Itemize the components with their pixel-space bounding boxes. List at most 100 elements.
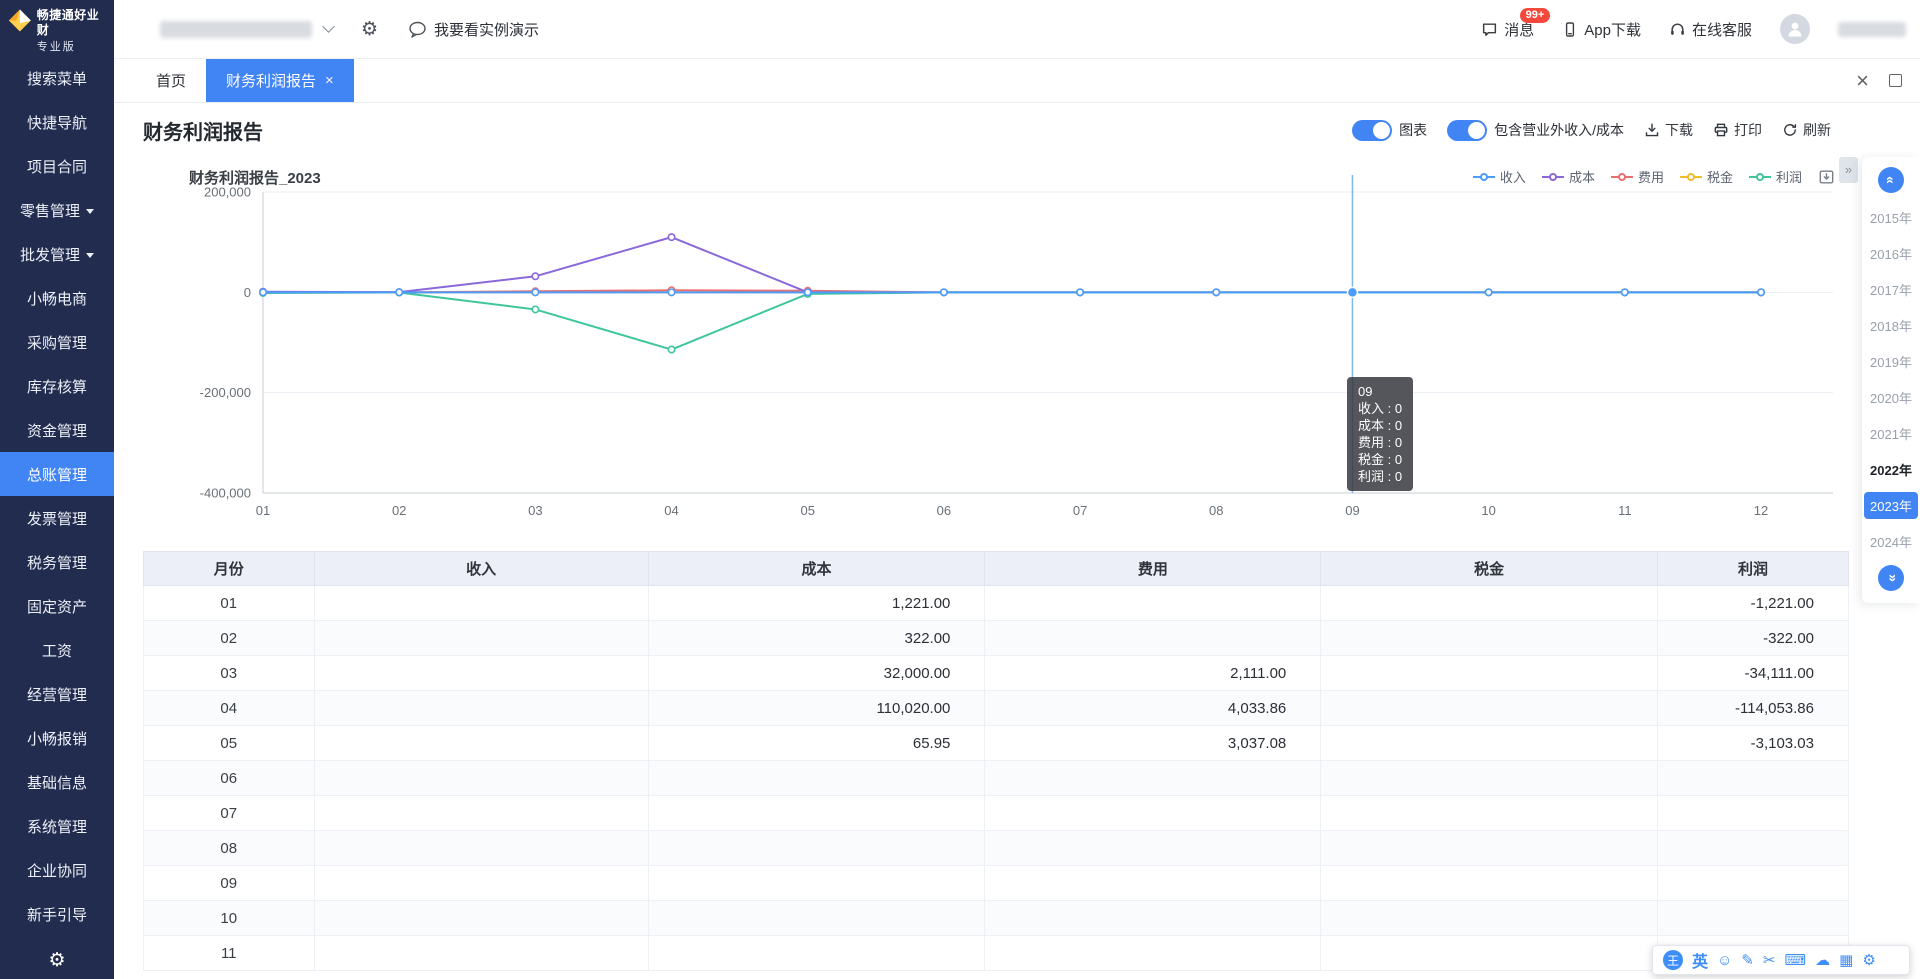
- year-item-2016[interactable]: 2016年: [1862, 235, 1920, 271]
- sidebar-item-label: 资金管理: [26, 422, 87, 440]
- sidebar-item-19[interactable]: 企业协同: [0, 848, 114, 892]
- legend-item-3[interactable]: 费用: [1610, 167, 1664, 186]
- scissors-icon[interactable]: ✂: [1762, 951, 1776, 969]
- table-row[interactable]: 04 110,020.00 4,033.86 -114,053.86: [143, 690, 1849, 726]
- legend-item-4[interactable]: 税金: [1679, 167, 1733, 186]
- chart-point: [667, 288, 676, 297]
- year-item-2024[interactable]: 2024年: [1862, 523, 1920, 559]
- legend-item-1[interactable]: 收入: [1472, 167, 1526, 186]
- sidebar-item-18[interactable]: 系统管理: [0, 804, 114, 848]
- chart-toggle[interactable]: [1352, 119, 1393, 141]
- legend-item-5[interactable]: 利润: [1748, 167, 1802, 186]
- year-item-2018[interactable]: 2018年: [1862, 307, 1920, 343]
- sidebar-item-15[interactable]: 经营管理: [0, 672, 114, 716]
- table-row[interactable]: 07: [143, 795, 1849, 831]
- messages-label: 消息: [1504, 21, 1535, 39]
- sidebar-item-1[interactable]: 搜索菜单: [0, 56, 114, 100]
- messages-button[interactable]: 消息 99+: [1481, 7, 1551, 40]
- close-all-tabs-icon[interactable]: ×: [1856, 67, 1869, 93]
- report-controls: 图表 包含营业外收入/成本 下载: [1352, 119, 1831, 141]
- close-tab-icon[interactable]: ×: [325, 72, 334, 89]
- demo-link[interactable]: 我要看实例演示: [408, 19, 539, 40]
- year-item-2022[interactable]: 2022年: [1862, 451, 1920, 487]
- table-row[interactable]: 09: [143, 865, 1849, 901]
- sidebar-item-8[interactable]: 库存核算: [0, 364, 114, 408]
- sidebar-item-11[interactable]: 发票管理: [0, 496, 114, 540]
- include-nonoperating-toggle[interactable]: [1447, 119, 1488, 141]
- online-service-button[interactable]: 在线客服: [1669, 19, 1752, 40]
- column-header: 收入: [313, 551, 649, 586]
- profit-chart[interactable]: 200,000 0 -200,000 -400,000 01 02 03 04 05 06 07 08…: [143, 157, 1849, 527]
- download-button[interactable]: 下载: [1644, 120, 1693, 140]
- sidebar-item-9[interactable]: 资金管理: [0, 408, 114, 452]
- sidebar-item-2[interactable]: 快捷导航: [0, 100, 114, 144]
- sidebar-item-16[interactable]: 小畅报销: [0, 716, 114, 760]
- sidebar-item-6[interactable]: 小畅电商: [0, 276, 114, 320]
- print-button[interactable]: 打印: [1713, 120, 1762, 140]
- ime-mode-toggle[interactable]: 英: [1692, 954, 1709, 971]
- settings-gear-icon[interactable]: ⚙: [361, 18, 379, 40]
- tab-home[interactable]: 首页: [136, 59, 206, 102]
- sidebar-item-10[interactable]: 总账管理: [0, 452, 114, 496]
- year-item-2021[interactable]: 2021年: [1862, 415, 1920, 451]
- table-row[interactable]: 03 32,000.00 2,111.00 -34,111.00: [143, 655, 1849, 691]
- table-cell: -322.00: [1657, 620, 1849, 656]
- sidebar-item-label: 固定资产: [26, 598, 87, 616]
- sidebar-item-12[interactable]: 税务管理: [0, 540, 114, 584]
- app-download-button[interactable]: App下载: [1562, 19, 1641, 40]
- save-image-icon[interactable]: [1818, 169, 1835, 185]
- year-item-2017[interactable]: 2017年: [1862, 271, 1920, 307]
- table-row[interactable]: 06: [143, 760, 1849, 796]
- sidebar-item-3[interactable]: 项目合同: [0, 144, 114, 188]
- table-cell: 01: [143, 585, 315, 621]
- ime-logo-icon[interactable]: 王: [1663, 950, 1683, 970]
- sidebar-item-4[interactable]: 零售管理: [0, 188, 114, 232]
- legend-label: 利润: [1775, 170, 1802, 185]
- sidebar-item-label: 小畅报销: [26, 730, 87, 748]
- year-item-2023[interactable]: 2023年: [1862, 487, 1920, 523]
- avatar[interactable]: [1780, 14, 1810, 44]
- double-chevron-down-icon: «: [1882, 574, 1899, 582]
- sidebar-item-7[interactable]: 采购管理: [0, 320, 114, 364]
- chart-point: [939, 288, 948, 297]
- legend-label: 费用: [1637, 170, 1664, 185]
- legend-item-2[interactable]: 成本: [1541, 167, 1595, 186]
- handwriting-pen-icon[interactable]: ✎: [1741, 951, 1754, 969]
- table-cell: 322.00: [647, 620, 986, 656]
- legend-marker-icon: [1748, 172, 1771, 181]
- table-row[interactable]: 05 65.95 3,037.08 -3,103.03: [143, 725, 1849, 761]
- sidebar-settings-gear-icon[interactable]: ⚙: [48, 950, 66, 971]
- year-item-2019[interactable]: 2019年: [1862, 343, 1920, 379]
- collapse-panel-handle[interactable]: »: [1839, 157, 1858, 183]
- table-row[interactable]: 11: [143, 935, 1849, 971]
- year-item-2015[interactable]: 2015年: [1862, 199, 1920, 235]
- cloud-icon[interactable]: ☁: [1815, 951, 1831, 969]
- year-item-2020[interactable]: 2020年: [1862, 379, 1920, 415]
- table-cell: [313, 900, 649, 936]
- sidebar-item-5[interactable]: 批发管理: [0, 232, 114, 276]
- scroll-years-up-button[interactable]: «: [1878, 167, 1904, 193]
- table-row[interactable]: 01 1,221.00 -1,221.00: [143, 585, 1849, 621]
- chart-point: [1484, 288, 1493, 297]
- sidebar-item-17[interactable]: 基础信息: [0, 760, 114, 804]
- brand: 畅捷通好业财 专业版: [0, 0, 114, 56]
- emoji-icon[interactable]: ☺: [1717, 951, 1733, 969]
- tab-profit-report[interactable]: 财务利润报告 ×: [206, 59, 354, 102]
- table-cell: [1320, 900, 1659, 936]
- sidebar-item-20[interactable]: 新手引导: [0, 892, 114, 936]
- keyboard-icon[interactable]: ⌨: [1784, 951, 1807, 969]
- org-select[interactable]: [160, 20, 335, 38]
- table-row[interactable]: 10: [143, 900, 1849, 936]
- table-cell: [313, 725, 649, 761]
- table-row[interactable]: 02 322.00 -322.00: [143, 620, 1849, 656]
- sidebar-item-14[interactable]: 工资: [0, 628, 114, 672]
- chart-point: [803, 288, 812, 297]
- grid-icon[interactable]: ▦: [1839, 951, 1854, 969]
- fullscreen-icon[interactable]: [1889, 74, 1902, 87]
- table-row[interactable]: 08: [143, 830, 1849, 866]
- sidebar-item-13[interactable]: 固定资产: [0, 584, 114, 628]
- scroll-years-down-button[interactable]: «: [1878, 565, 1904, 591]
- refresh-button[interactable]: 刷新: [1782, 120, 1831, 140]
- ime-settings-gear-icon[interactable]: ⚙: [1862, 951, 1876, 969]
